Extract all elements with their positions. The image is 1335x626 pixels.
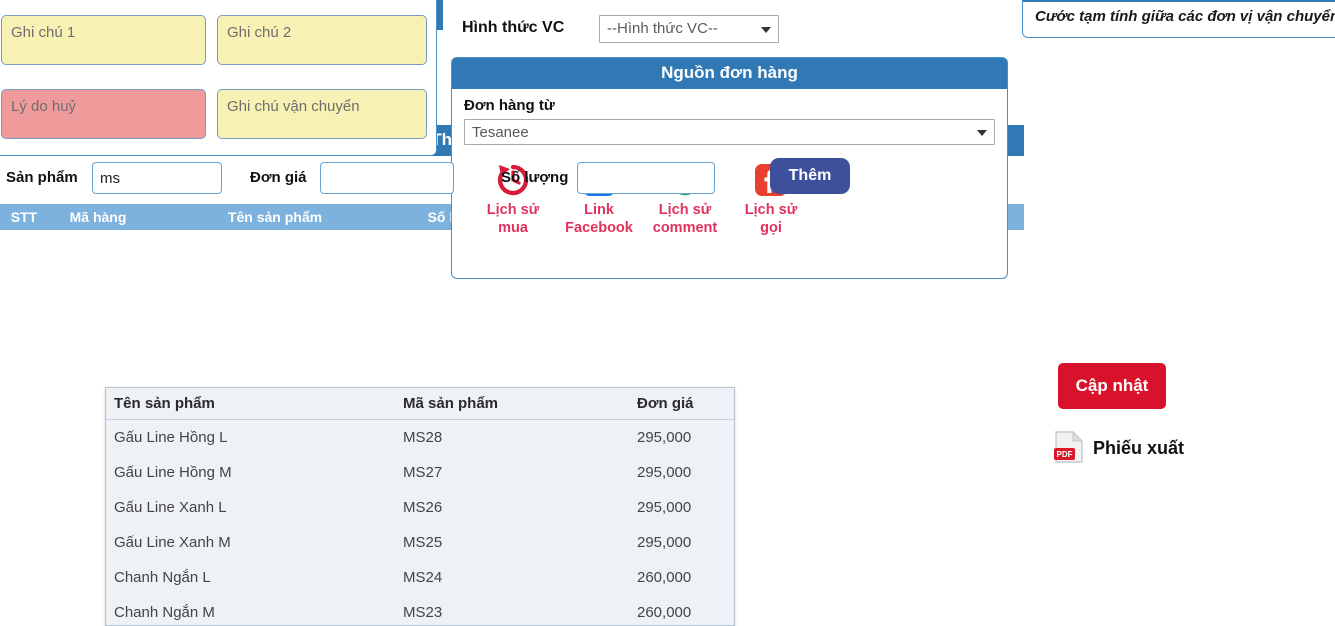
autocomplete-body: Gấu Line Hồng L MS28 295,000 Gấu Line Hồ…	[106, 419, 734, 625]
note-2-field[interactable]: Ghi chú 2	[217, 15, 427, 65]
link-facebook-line1: Link	[584, 202, 614, 218]
autocomplete-item-code: MS23	[395, 595, 629, 625]
product-entry-form: Sản phẩm Đơn giá Số lượng Thêm	[0, 156, 1024, 204]
link-facebook-line2: Facebook	[565, 220, 633, 236]
shipping-fee-note: Cước tạm tính giữa các đơn vị vận chuyển	[1035, 8, 1335, 25]
link-lich-su-mua[interactable]: Lịch sử mua	[470, 159, 556, 237]
autocomplete-table: Tên sản phẩm Mã sản phẩm Đơn giá Gấu Lin…	[106, 388, 734, 625]
chevron-down-icon	[977, 130, 987, 136]
note-1-field[interactable]: Ghi chú 1	[1, 15, 206, 65]
shipping-method-select[interactable]: --Hình thức VC--	[599, 15, 779, 43]
autocomplete-head: Tên sản phẩm Mã sản phẩm Đơn giá	[106, 388, 734, 420]
shipping-note-field[interactable]: Ghi chú vận chuyển	[217, 89, 427, 139]
order-source-title: Nguồn đơn hàng	[452, 58, 1007, 89]
notes-panel: Ghi chú 1 Ghi chú 2 Lý do huỷ Ghi chú vậ…	[0, 0, 437, 156]
autocomplete-col-price: Đơn giá	[629, 388, 734, 420]
autocomplete-item-code: MS25	[395, 525, 629, 560]
autocomplete-header-row: Tên sản phẩm Mã sản phẩm Đơn giá	[106, 388, 734, 420]
shipping-method-value: --Hình thức VC--	[607, 20, 718, 37]
product-autocomplete-dropdown[interactable]: Tên sản phẩm Mã sản phẩm Đơn giá Gấu Lin…	[105, 387, 735, 626]
chevron-down-icon	[761, 27, 771, 33]
order-source-panel: Nguồn đơn hàng Đơn hàng từ Tesanee Lị	[451, 57, 1008, 279]
product-name-input[interactable]	[92, 162, 222, 194]
order-source-value: Tesanee	[472, 124, 529, 141]
autocomplete-item-code: MS24	[395, 560, 629, 595]
link-lich-su-goi-line2: gọi	[760, 220, 782, 236]
col-ma-hang: Mã hàng	[48, 204, 148, 230]
link-lich-su-mua-line1: Lịch sử	[486, 202, 540, 218]
pdf-icon: PDF	[1054, 430, 1084, 467]
order-source-label: Đơn hàng từ	[464, 97, 555, 114]
link-lich-su-mua-line2: mua	[498, 220, 528, 236]
svg-text:PDF: PDF	[1057, 450, 1073, 459]
autocomplete-item[interactable]: Gấu Line Hồng M MS27 295,000	[106, 455, 734, 490]
autocomplete-item-price: 295,000	[629, 455, 734, 490]
add-product-button[interactable]: Thêm	[770, 158, 850, 194]
autocomplete-item-name: Gấu Line Xanh L	[106, 490, 395, 525]
col-ten-sp: Tên sản phẩm	[148, 204, 402, 230]
autocomplete-item[interactable]: Chanh Ngắn L MS24 260,000	[106, 560, 734, 595]
cancel-reason-field[interactable]: Lý do huỷ	[1, 89, 206, 139]
autocomplete-item-name: Gấu Line Xanh M	[106, 525, 395, 560]
export-pdf-link[interactable]: PDF Phiếu xuất	[1054, 430, 1184, 467]
autocomplete-item-name: Gấu Line Hồng L	[106, 419, 395, 455]
autocomplete-item-price: 295,000	[629, 490, 734, 525]
export-pdf-label: Phiếu xuất	[1093, 438, 1185, 458]
autocomplete-item-price: 295,000	[629, 525, 734, 560]
col-stt: STT	[0, 204, 48, 230]
autocomplete-item[interactable]: Gấu Line Xanh L MS26 295,000	[106, 490, 734, 525]
shipping-fee-title	[1023, 0, 1335, 2]
history-red-icon	[470, 159, 556, 201]
autocomplete-item-price: 260,000	[629, 560, 734, 595]
order-source-body: Đơn hàng từ Tesanee Lịch sử mua	[452, 89, 1007, 237]
shipping-method-label: Hình thức VC	[462, 19, 565, 36]
autocomplete-col-name: Tên sản phẩm	[106, 388, 395, 420]
shipping-method-row: Hình thức VC --Hình thức VC--	[462, 15, 1002, 47]
link-lich-su-comment-line1: Lịch sử	[658, 202, 712, 218]
autocomplete-item[interactable]: Gấu Line Xanh M MS25 295,000	[106, 525, 734, 560]
link-lich-su-comment-line2: comment	[652, 220, 718, 236]
order-source-select[interactable]: Tesanee	[464, 119, 995, 145]
link-lich-su-goi-line1: Lịch sử	[744, 202, 798, 218]
autocomplete-item[interactable]: Chanh Ngắn M MS23 260,000	[106, 595, 734, 625]
autocomplete-item-code: MS26	[395, 490, 629, 525]
autocomplete-item-code: MS27	[395, 455, 629, 490]
autocomplete-item-name: Chanh Ngắn L	[106, 560, 395, 595]
product-name-label: Sản phẩm	[6, 169, 78, 186]
autocomplete-item-code: MS28	[395, 419, 629, 455]
quantity-input[interactable]	[577, 162, 715, 194]
unit-price-input[interactable]	[320, 162, 454, 194]
update-button[interactable]: Cập nhật	[1058, 363, 1166, 409]
autocomplete-item-price: 260,000	[629, 595, 734, 625]
shipping-fee-panel: Cước tạm tính giữa các đơn vị vận chuyển	[1022, 0, 1335, 38]
autocomplete-col-code: Mã sản phẩm	[395, 388, 629, 420]
autocomplete-item[interactable]: Gấu Line Hồng L MS28 295,000	[106, 419, 734, 455]
autocomplete-item-name: Chanh Ngắn M	[106, 595, 395, 625]
autocomplete-item-name: Gấu Line Hồng M	[106, 455, 395, 490]
autocomplete-item-price: 295,000	[629, 419, 734, 455]
quantity-label: Số lượng	[501, 169, 569, 186]
unit-price-label: Đơn giá	[250, 169, 307, 186]
